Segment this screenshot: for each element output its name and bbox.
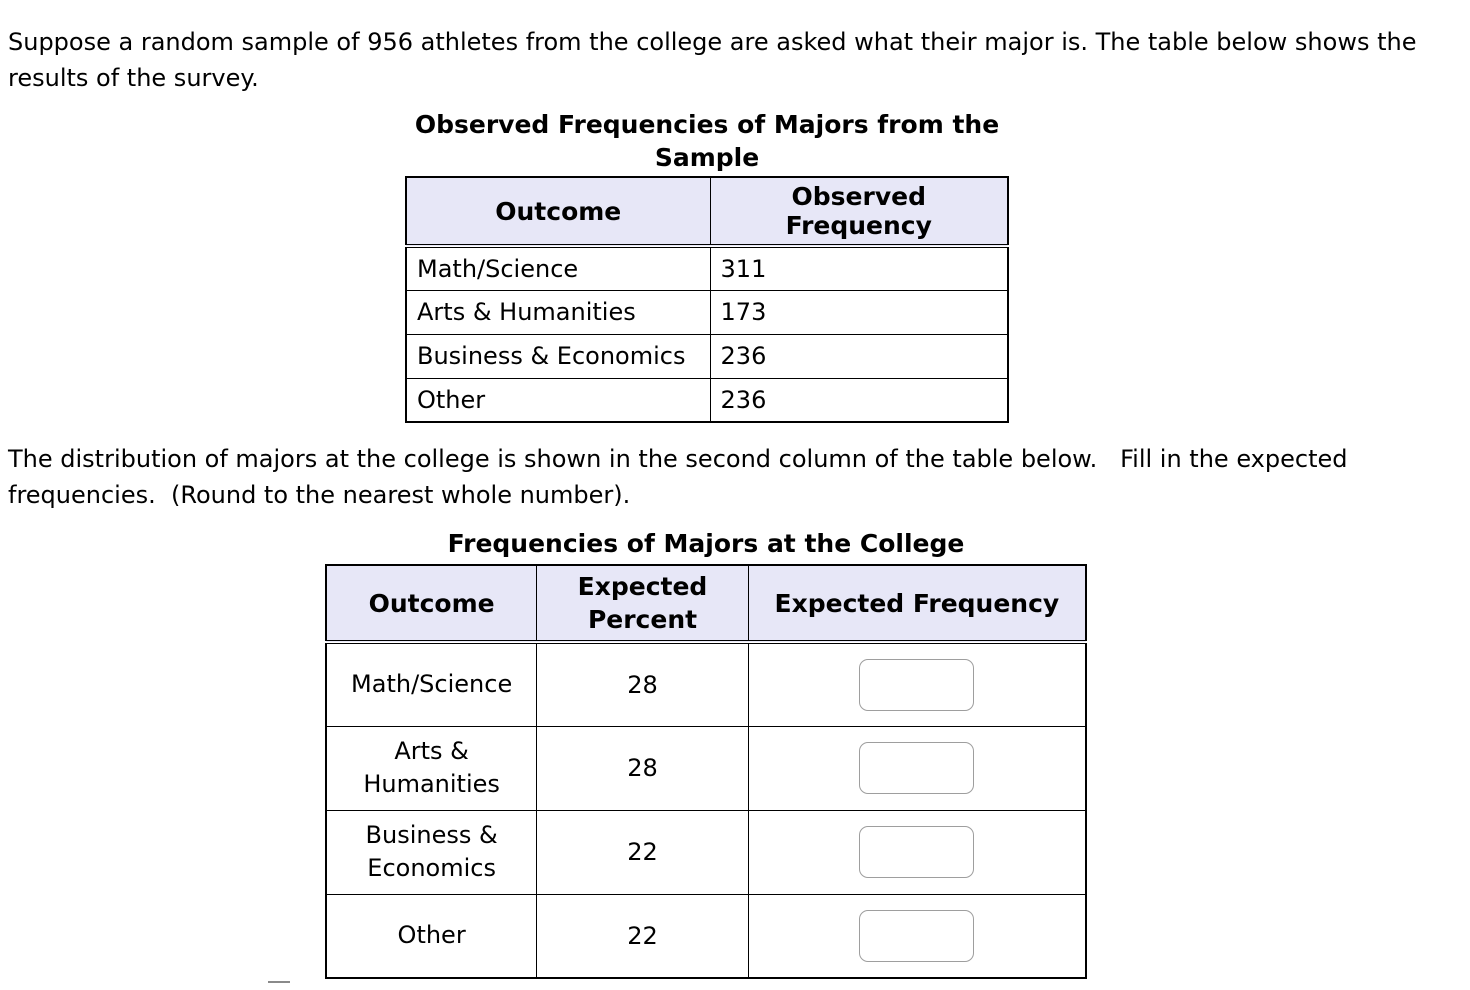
frequency-cell: 311 — [709, 245, 1009, 291]
observed-table-section: Observed Frequencies of Majors from the … — [405, 108, 1009, 423]
expected-header-frequency: Expected Frequency — [747, 564, 1087, 644]
table-row: Math/Science 28 — [325, 641, 1087, 727]
instruction-text: The distribution of majors at the colleg… — [8, 445, 1356, 509]
input-cell — [747, 725, 1087, 811]
frequency-cell: 236 — [709, 333, 1009, 379]
observed-header-outcome: Outcome — [405, 176, 711, 248]
outcome-cell: Arts & Humanities — [325, 725, 538, 811]
outcome-cell: Math/Science — [405, 245, 711, 291]
observed-table-header-row: Outcome Observed Frequency — [405, 176, 1009, 248]
outcome-cell: Other — [325, 893, 538, 979]
frequency-cell: 236 — [709, 377, 1009, 423]
table-row: Business & Economics 22 — [325, 809, 1087, 895]
frequency-cell: 173 — [709, 289, 1009, 335]
expected-frequency-input-math-science[interactable] — [859, 658, 975, 711]
expected-table-header-row: Outcome Expected Percent Expected Freque… — [325, 564, 1087, 644]
percent-cell: 28 — [536, 725, 749, 811]
expected-table: Outcome Expected Percent Expected Freque… — [325, 564, 1087, 979]
observed-header-frequency: Observed Frequency — [709, 176, 1009, 248]
expected-header-outcome: Outcome — [325, 564, 538, 644]
intro-text: Suppose a random sample of 956 athletes … — [8, 28, 1417, 92]
expected-header-percent: Expected Percent — [536, 564, 749, 644]
observed-table-title-line1: Observed Frequencies of Majors from the — [414, 110, 1000, 139]
outcome-cell: Math/Science — [325, 641, 538, 727]
expected-table-section: Frequencies of Majors at the College Out… — [325, 527, 1087, 979]
percent-cell: 28 — [536, 641, 749, 727]
percent-cell: 22 — [536, 893, 749, 979]
cutoff-element — [268, 981, 290, 989]
outcome-cell: Other — [405, 377, 711, 423]
expected-frequency-input-arts-humanities[interactable] — [859, 742, 975, 794]
input-cell — [747, 641, 1087, 727]
input-cell — [747, 893, 1087, 979]
table-row: Math/Science 311 — [405, 245, 1009, 291]
table-row: Arts & Humanities 28 — [325, 725, 1087, 811]
observed-table-title-line2: Sample — [654, 143, 760, 172]
outcome-cell: Arts & Humanities — [405, 289, 711, 335]
expected-frequency-input-business-economics[interactable] — [859, 826, 975, 878]
table-row: Business & Economics 236 — [405, 333, 1009, 379]
table-row: Other 22 — [325, 893, 1087, 979]
table-row: Other 236 — [405, 377, 1009, 423]
outcome-cell: Business & Economics — [325, 809, 538, 895]
outcome-cell: Business & Economics — [405, 333, 711, 379]
observed-table-title: Observed Frequencies of Majors from the … — [405, 108, 1009, 174]
input-cell — [747, 809, 1087, 895]
expected-frequency-input-other[interactable] — [859, 909, 975, 962]
observed-table: Outcome Observed Frequency Math/Science … — [405, 176, 1009, 423]
expected-table-title: Frequencies of Majors at the College — [447, 529, 965, 558]
table-row: Arts & Humanities 173 — [405, 289, 1009, 335]
percent-cell: 22 — [536, 809, 749, 895]
